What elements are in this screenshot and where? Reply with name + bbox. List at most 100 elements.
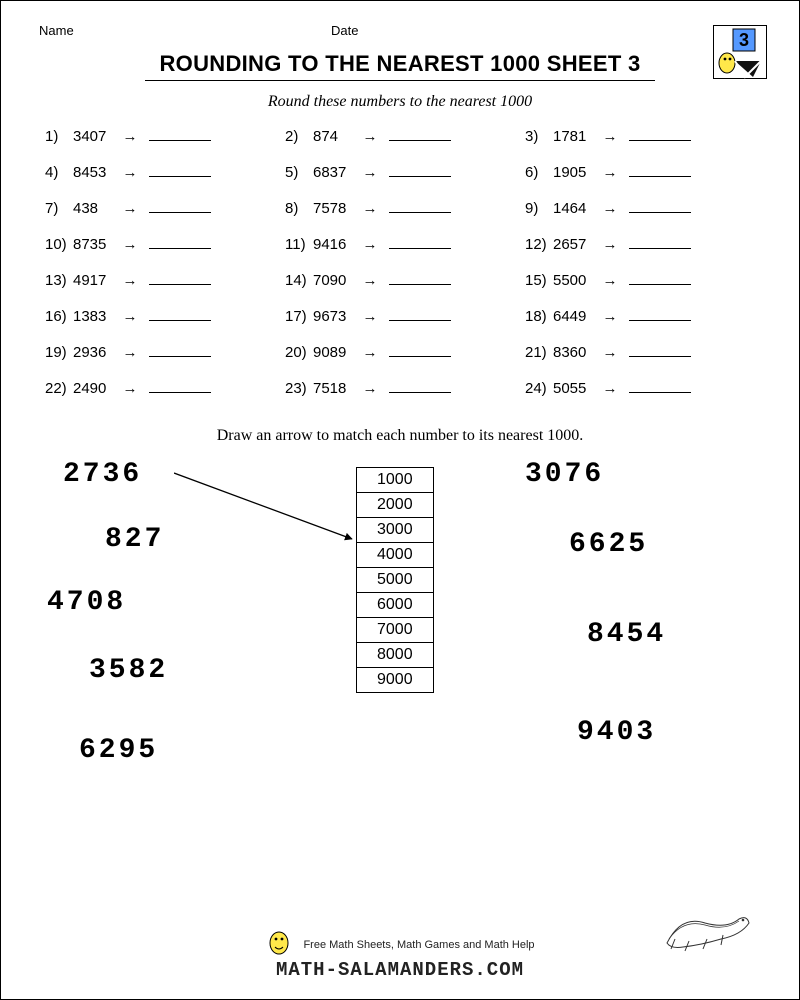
answer-blank[interactable] (629, 269, 691, 285)
problem-value: 8735 (73, 236, 117, 253)
problem-number: 4) (45, 164, 73, 181)
arrow-icon: → (117, 200, 143, 217)
problem-item: 6)1905→ (525, 161, 759, 181)
problem-number: 15) (525, 272, 553, 289)
arrow-icon: → (597, 272, 623, 289)
answer-blank[interactable] (629, 197, 691, 213)
thousands-cell: 4000 (357, 543, 434, 568)
problem-item: 7)438→ (45, 197, 279, 217)
problem-value: 7090 (313, 272, 357, 289)
answer-blank[interactable] (629, 161, 691, 177)
footer: Free Math Sheets, Math Games and Math He… (1, 929, 799, 981)
problem-number: 24) (525, 380, 553, 397)
answer-blank[interactable] (629, 377, 691, 393)
problem-number: 7) (45, 200, 73, 217)
problem-item: 15)5500→ (525, 269, 759, 289)
problem-number: 14) (285, 272, 313, 289)
arrow-icon: → (357, 308, 383, 325)
match-area: 100020003000400050006000700080009000 273… (39, 459, 761, 819)
worksheet-page: Name Date 3 ROUNDING TO THE NEAREST 1000… (0, 0, 800, 1000)
answer-blank[interactable] (149, 377, 211, 393)
instruction-2: Draw an arrow to match each number to it… (39, 427, 761, 445)
arrow-icon: → (597, 236, 623, 253)
problem-number: 17) (285, 308, 313, 325)
answer-blank[interactable] (389, 197, 451, 213)
thousands-cell: 2000 (357, 493, 434, 518)
answer-blank[interactable] (629, 125, 691, 141)
answer-blank[interactable] (389, 377, 451, 393)
date-label: Date (331, 23, 358, 38)
thousands-cell: 8000 (357, 643, 434, 668)
footer-tagline: Free Math Sheets, Math Games and Math He… (303, 939, 534, 951)
match-number-right: 9403 (577, 717, 656, 748)
problem-item: 24)5055→ (525, 377, 759, 397)
thousands-table: 100020003000400050006000700080009000 (356, 467, 434, 693)
answer-blank[interactable] (389, 233, 451, 249)
thousands-cell: 5000 (357, 568, 434, 593)
problem-value: 9416 (313, 236, 357, 253)
problem-value: 2490 (73, 380, 117, 397)
answer-blank[interactable] (389, 161, 451, 177)
problem-item: 9)1464→ (525, 197, 759, 217)
answer-blank[interactable] (629, 305, 691, 321)
problem-number: 10) (45, 236, 73, 253)
problem-value: 874 (313, 128, 357, 145)
arrow-icon: → (357, 380, 383, 397)
problem-number: 23) (285, 380, 313, 397)
match-number-left: 4708 (47, 587, 126, 618)
arrow-icon: → (117, 272, 143, 289)
answer-blank[interactable] (149, 233, 211, 249)
problem-number: 18) (525, 308, 553, 325)
answer-blank[interactable] (149, 341, 211, 357)
match-number-right: 3076 (525, 459, 604, 490)
problem-value: 438 (73, 200, 117, 217)
arrow-icon: → (597, 380, 623, 397)
problem-value: 4917 (73, 272, 117, 289)
problem-value: 6837 (313, 164, 357, 181)
answer-blank[interactable] (149, 305, 211, 321)
problem-item: 20)9089→ (285, 341, 519, 361)
arrow-icon: → (597, 164, 623, 181)
problem-item: 16)1383→ (45, 305, 279, 325)
problem-item: 21)8360→ (525, 341, 759, 361)
problem-value: 1781 (553, 128, 597, 145)
problem-value: 1383 (73, 308, 117, 325)
arrow-icon: → (117, 308, 143, 325)
answer-blank[interactable] (149, 125, 211, 141)
problem-item: 22)2490→ (45, 377, 279, 397)
arrow-icon: → (357, 236, 383, 253)
thousands-cell: 7000 (357, 618, 434, 643)
problem-number: 22) (45, 380, 73, 397)
problem-value: 8360 (553, 344, 597, 361)
problem-value: 9089 (313, 344, 357, 361)
problem-item: 18)6449→ (525, 305, 759, 325)
problem-item: 11)9416→ (285, 233, 519, 253)
answer-blank[interactable] (389, 125, 451, 141)
problem-value: 5500 (553, 272, 597, 289)
footer-logo-icon (265, 929, 299, 959)
arrow-icon: → (117, 344, 143, 361)
answer-blank[interactable] (149, 161, 211, 177)
answer-blank[interactable] (149, 269, 211, 285)
match-number-left: 6295 (79, 735, 158, 766)
answer-blank[interactable] (149, 197, 211, 213)
problem-number: 5) (285, 164, 313, 181)
answer-blank[interactable] (389, 305, 451, 321)
arrow-icon: → (357, 164, 383, 181)
match-number-left: 3582 (89, 655, 168, 686)
problem-value: 7518 (313, 380, 357, 397)
answer-blank[interactable] (629, 233, 691, 249)
problem-item: 14)7090→ (285, 269, 519, 289)
problem-number: 13) (45, 272, 73, 289)
answer-blank[interactable] (629, 341, 691, 357)
answer-blank[interactable] (389, 341, 451, 357)
example-arrow-icon (174, 449, 374, 549)
problem-item: 13)4917→ (45, 269, 279, 289)
arrow-icon: → (117, 236, 143, 253)
problem-value: 2657 (553, 236, 597, 253)
arrow-icon: → (597, 308, 623, 325)
problem-number: 19) (45, 344, 73, 361)
problem-value: 7578 (313, 200, 357, 217)
instruction-1: Round these numbers to the nearest 1000 (39, 93, 761, 111)
answer-blank[interactable] (389, 269, 451, 285)
